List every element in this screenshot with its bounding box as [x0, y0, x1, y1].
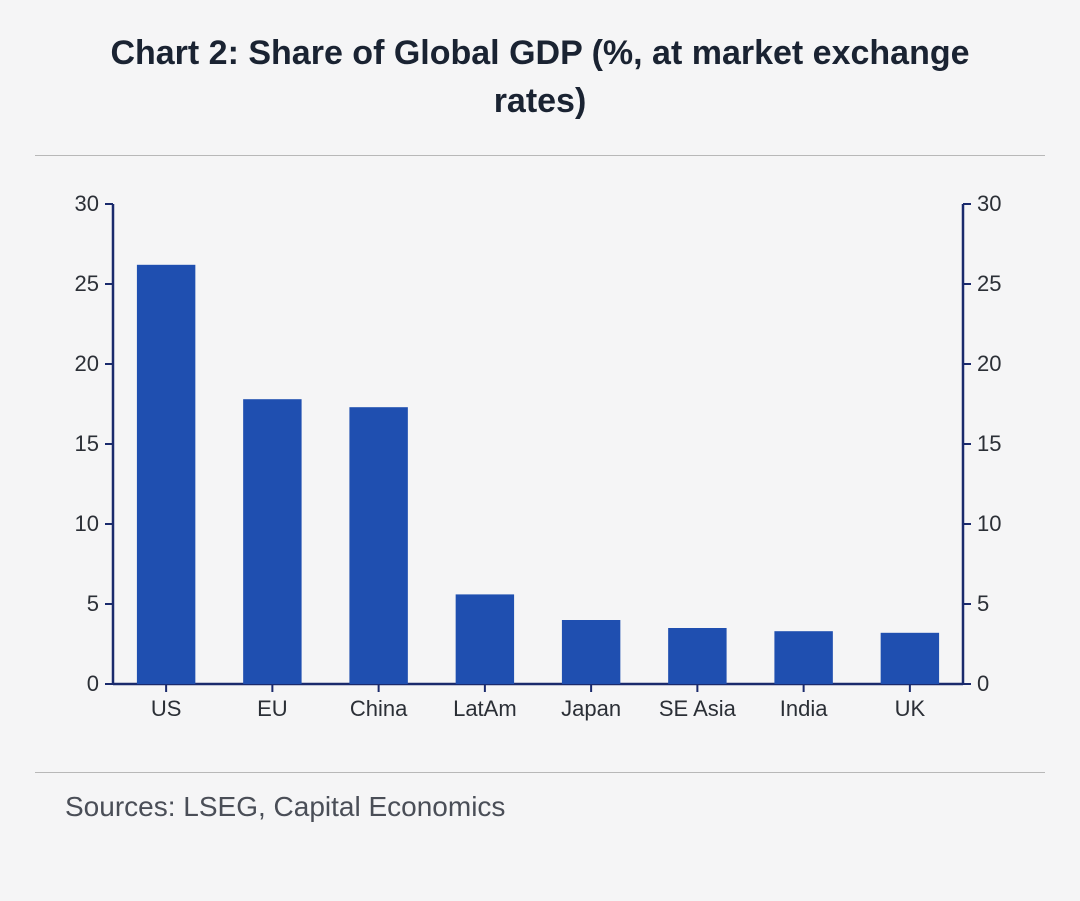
y-tick-label-left: 0: [87, 671, 99, 696]
x-tick-label: LatAm: [453, 696, 517, 721]
y-tick-label-right: 25: [977, 271, 1001, 296]
y-tick-label-right: 15: [977, 431, 1001, 456]
y-tick-label-right: 5: [977, 591, 989, 616]
bar-us: [137, 265, 195, 684]
bar-chart-svg: 0 0 5 5 10 10 15 15 20 20 25 25 30 30 US EU China LatAm Ja…: [43, 184, 1033, 739]
y-tick-label-left: 30: [75, 191, 99, 216]
y-tick-label-right: 0: [977, 671, 989, 696]
bar-india: [774, 631, 832, 684]
x-tick-label: US: [151, 696, 182, 721]
y-tick-label-right: 20: [977, 351, 1001, 376]
bar-eu: [243, 399, 301, 684]
bar-japan: [562, 620, 620, 684]
bar-se-asia: [668, 628, 726, 684]
y-tick-label-left: 5: [87, 591, 99, 616]
y-tick-label-left: 20: [75, 351, 99, 376]
x-tick-label: SE Asia: [659, 696, 737, 721]
x-tick-label: EU: [257, 696, 288, 721]
y-tick-label-right: 30: [977, 191, 1001, 216]
chart-plot: 0 0 5 5 10 10 15 15 20 20 25 25 30 30 US EU China LatAm Ja…: [43, 184, 1037, 744]
x-tick-label: India: [780, 696, 828, 721]
y-tick-label-left: 25: [75, 271, 99, 296]
bar-uk: [881, 633, 939, 684]
x-tick-label: Japan: [561, 696, 621, 721]
y-tick-label-left: 10: [75, 511, 99, 536]
sources-text: Sources: LSEG, Capital Economics: [65, 791, 1045, 823]
bar-china: [349, 407, 407, 684]
chart-frame: 0 0 5 5 10 10 15 15 20 20 25 25 30 30 US EU China LatAm Ja…: [35, 155, 1045, 773]
chart-title: Chart 2: Share of Global GDP (%, at mark…: [75, 30, 1005, 125]
y-tick-label-left: 15: [75, 431, 99, 456]
bar-latam: [456, 595, 514, 685]
x-tick-label: UK: [895, 696, 926, 721]
y-tick-label-right: 10: [977, 511, 1001, 536]
x-tick-label: China: [350, 696, 408, 721]
